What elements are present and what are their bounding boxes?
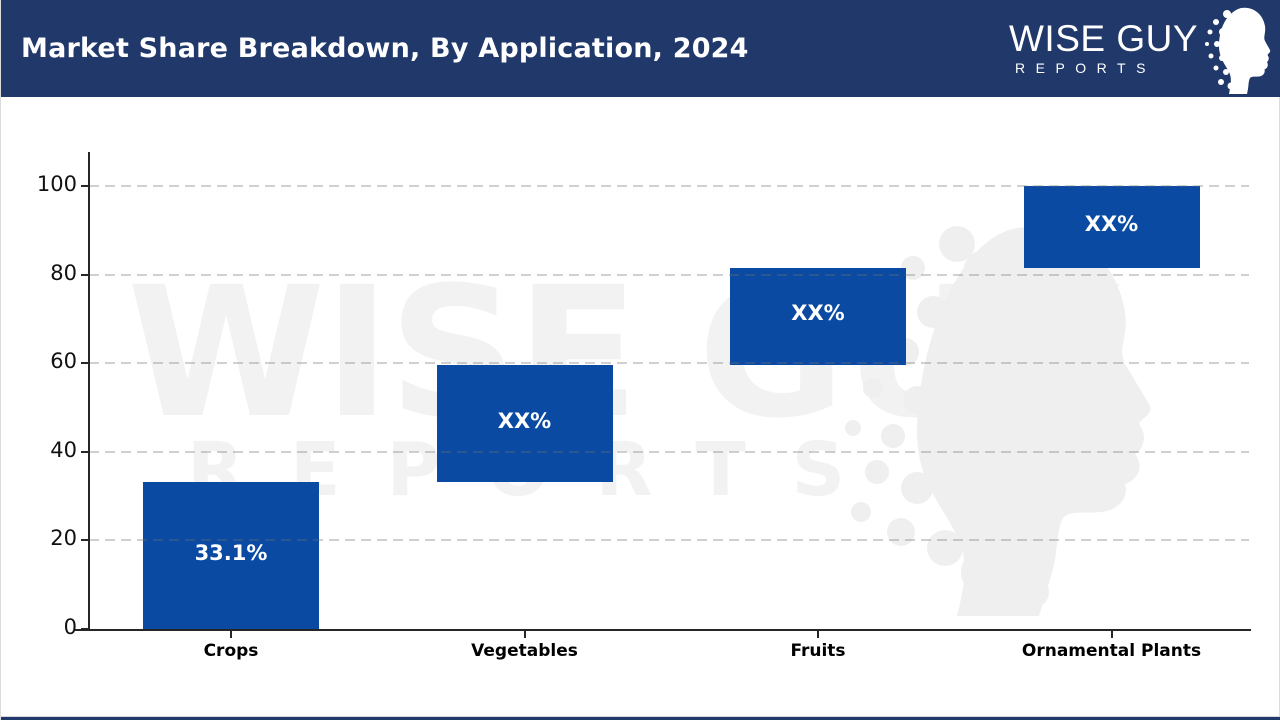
- x-tick-label: Fruits: [790, 641, 846, 661]
- y-tick: [81, 185, 89, 187]
- y-tick-label: 0: [63, 615, 77, 639]
- gridline: [89, 273, 1249, 276]
- bar-value-label: XX%: [1084, 211, 1139, 236]
- y-tick: [81, 450, 89, 453]
- logo-subtext: REPORTS: [1015, 60, 1156, 76]
- bar: [436, 364, 613, 483]
- x-tick: [817, 629, 819, 638]
- bar: [1023, 186, 1200, 268]
- logo-head-icon: [1205, 7, 1271, 94]
- y-tick: [81, 273, 89, 276]
- y-tick: [81, 539, 89, 542]
- x-tick: [230, 629, 232, 638]
- header-band: Market Share Breakdown, By Application, …: [1, 0, 1280, 97]
- x-tick: [523, 629, 526, 638]
- x-tick-label: Ornamental Plants: [1021, 641, 1202, 661]
- bar-value-label: 33.1%: [194, 540, 268, 565]
- bottom-frame-line: [1, 716, 1280, 717]
- y-tick-label: 80: [50, 260, 77, 285]
- gridline: [89, 185, 1249, 187]
- bar: [143, 482, 319, 629]
- y-axis-line: [88, 152, 90, 631]
- gridline: [89, 362, 1249, 365]
- gridline: [89, 450, 1249, 453]
- footer-strip: [1, 717, 1280, 720]
- x-tick: [1110, 629, 1113, 638]
- y-tick-label: 40: [50, 437, 77, 462]
- y-tick-label: 100: [36, 172, 77, 196]
- bar-value-label: XX%: [497, 408, 552, 433]
- logo-wordmark: WISE GUY: [1009, 18, 1199, 59]
- y-tick-label: 60: [50, 349, 77, 374]
- bar: [730, 267, 906, 365]
- gridline: [89, 539, 1249, 542]
- x-tick-label: Vegetables: [471, 641, 578, 661]
- wiseguy-logo: WISE GUY REPORTS: [1009, 4, 1271, 94]
- bar-value-label: XX%: [791, 301, 845, 326]
- y-tick: [81, 362, 89, 365]
- chart-title: Market Share Breakdown, By Application, …: [21, 33, 749, 64]
- y-tick-label: 20: [50, 526, 77, 551]
- x-tick-label: Crops: [203, 641, 259, 661]
- x-axis-line: [75, 629, 1251, 631]
